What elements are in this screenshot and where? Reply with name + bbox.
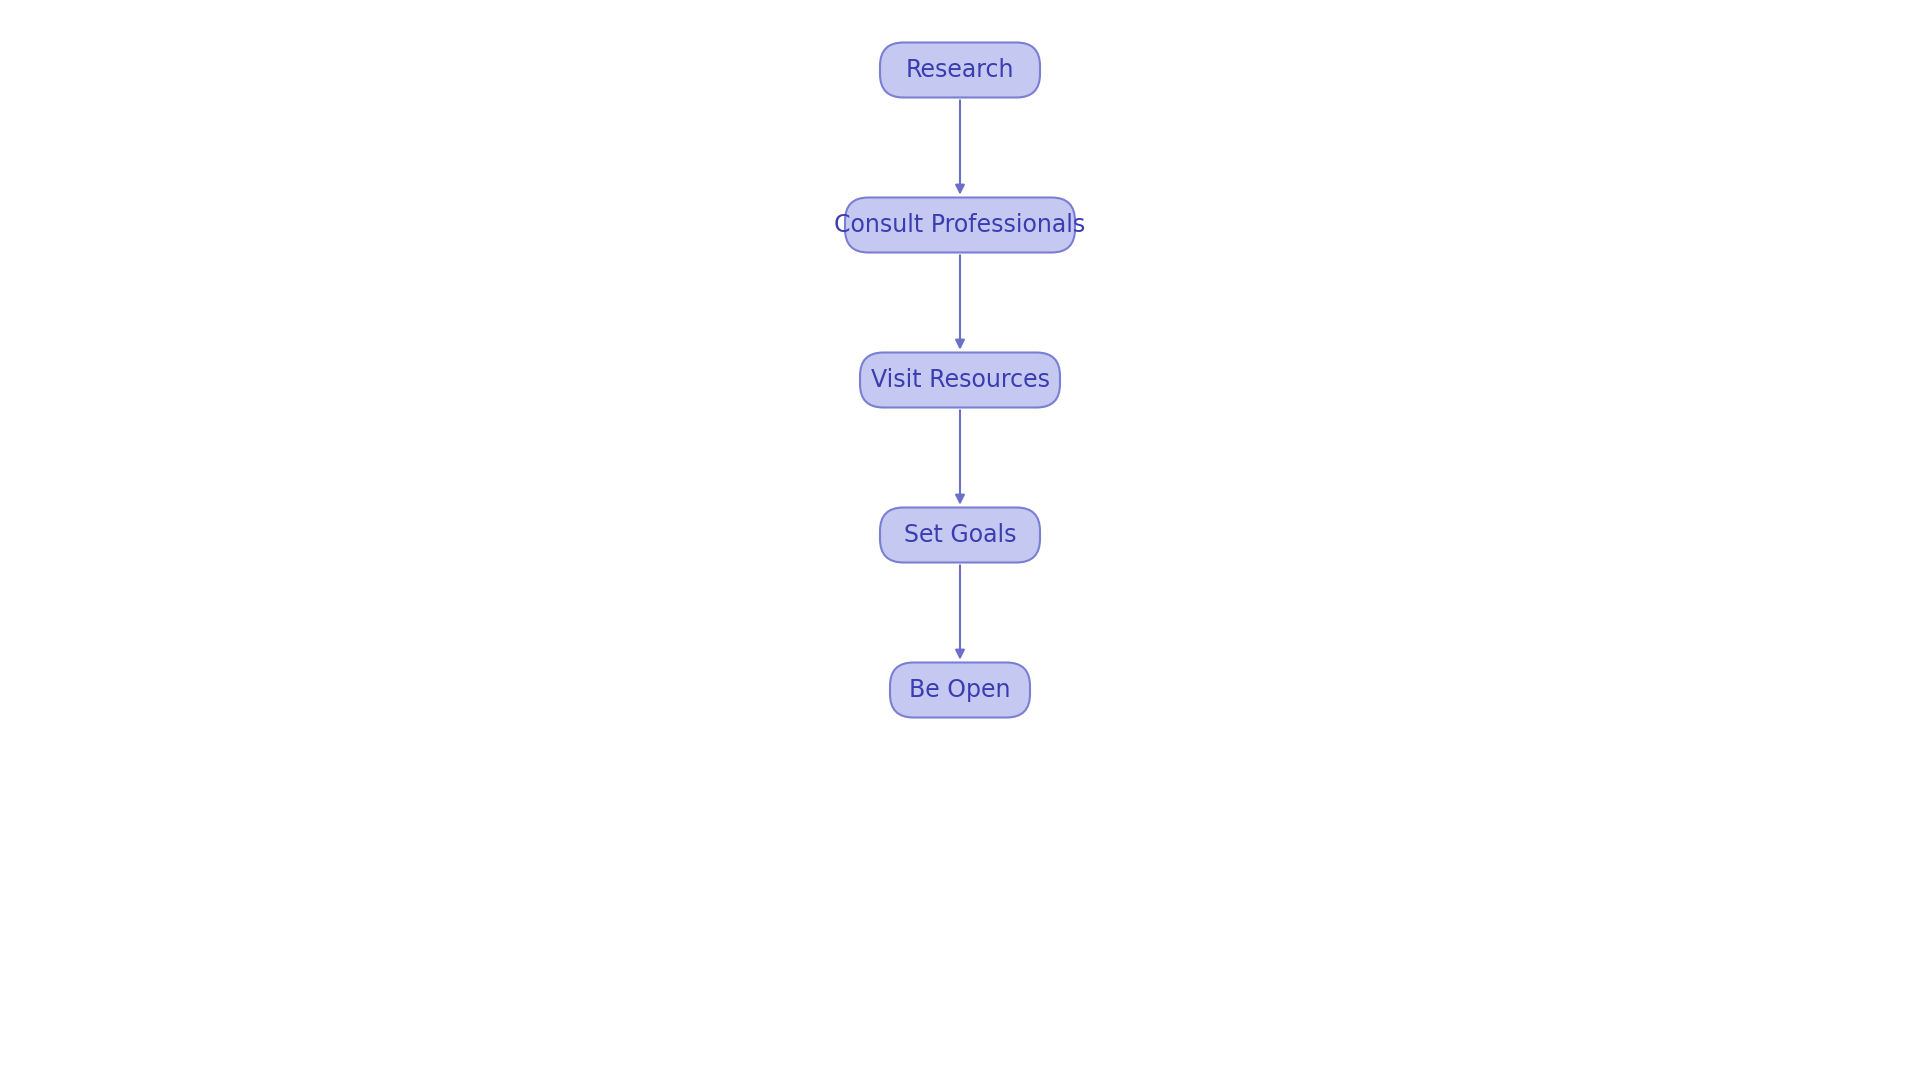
Text: Visit Resources: Visit Resources <box>870 368 1050 392</box>
Text: Consult Professionals: Consult Professionals <box>835 213 1085 237</box>
Text: Be Open: Be Open <box>910 678 1010 702</box>
FancyBboxPatch shape <box>845 197 1075 252</box>
FancyBboxPatch shape <box>879 508 1041 562</box>
FancyBboxPatch shape <box>891 663 1029 718</box>
FancyBboxPatch shape <box>879 42 1041 97</box>
FancyBboxPatch shape <box>860 352 1060 407</box>
Text: Research: Research <box>906 58 1014 82</box>
Text: Set Goals: Set Goals <box>904 523 1016 547</box>
